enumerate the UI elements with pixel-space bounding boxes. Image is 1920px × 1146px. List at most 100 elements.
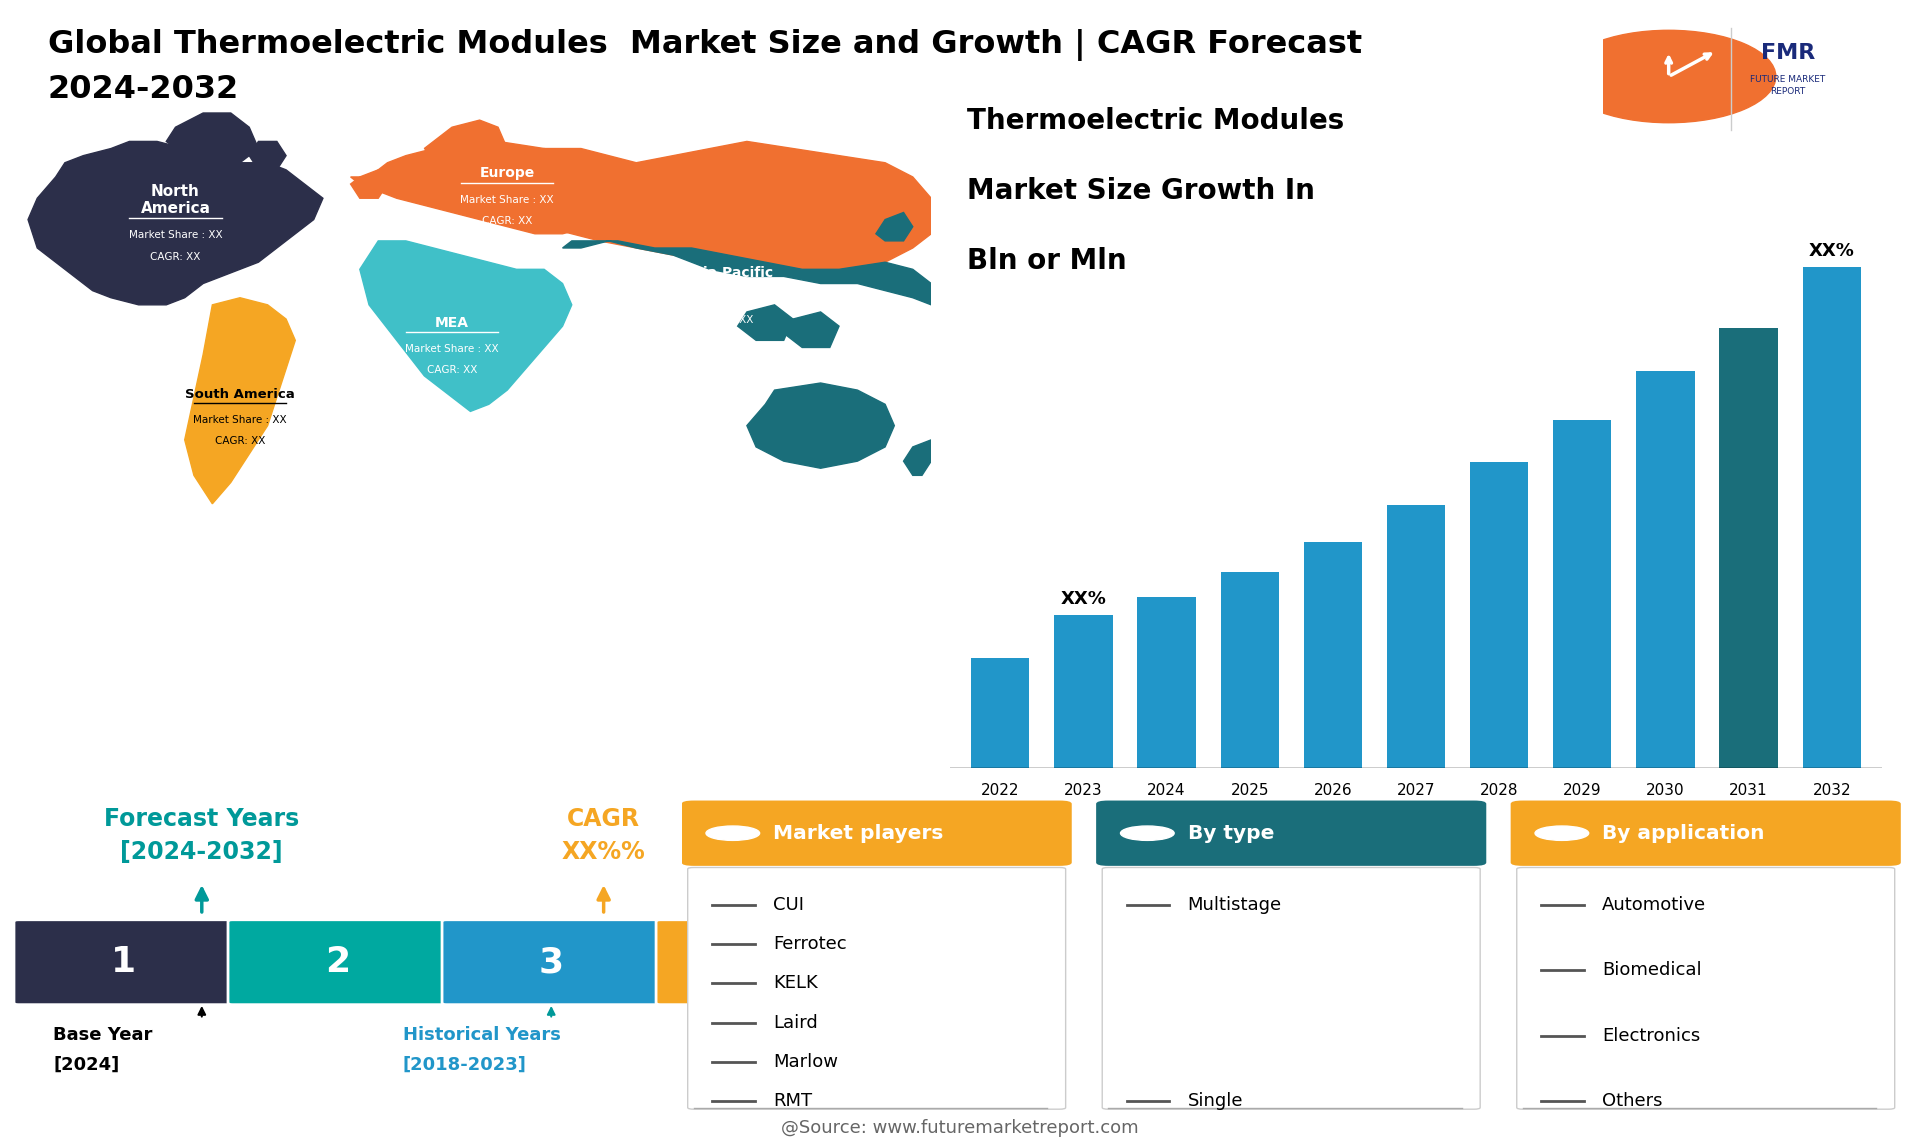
Text: 1: 1 (111, 945, 136, 979)
Text: 3: 3 (540, 945, 564, 979)
Circle shape (1121, 826, 1175, 840)
Text: Europe: Europe (480, 166, 536, 180)
Text: Marlow: Marlow (774, 1053, 837, 1070)
Text: 2023: 2023 (1064, 783, 1102, 798)
Text: 2025: 2025 (1231, 783, 1269, 798)
Text: 2032: 2032 (1812, 783, 1851, 798)
Polygon shape (783, 312, 839, 347)
FancyBboxPatch shape (682, 801, 1071, 866)
Polygon shape (747, 383, 895, 469)
Bar (1803, 267, 1860, 768)
FancyBboxPatch shape (687, 868, 1066, 1109)
Text: 2024-2032: 2024-2032 (48, 74, 240, 105)
Text: By application: By application (1601, 824, 1764, 842)
Text: Bln or Mln: Bln or Mln (968, 246, 1127, 275)
Circle shape (707, 826, 760, 840)
Text: Laird: Laird (774, 1013, 818, 1031)
Text: XX%: XX% (1809, 242, 1855, 260)
Text: 2031: 2031 (1730, 783, 1768, 798)
Text: Market Share : XX: Market Share : XX (129, 230, 223, 241)
Polygon shape (526, 141, 931, 276)
Polygon shape (359, 241, 572, 411)
Text: Base Year: Base Year (54, 1026, 154, 1044)
Text: RMT: RMT (774, 1092, 812, 1110)
FancyBboxPatch shape (657, 920, 874, 1005)
Text: Forecast Years: Forecast Years (104, 807, 300, 831)
Text: CAGR: XX: CAGR: XX (215, 437, 265, 446)
Polygon shape (167, 113, 259, 163)
Polygon shape (737, 305, 793, 340)
Text: XX%%: XX%% (563, 840, 645, 864)
Polygon shape (563, 241, 931, 305)
Text: South America: South America (184, 387, 296, 401)
FancyBboxPatch shape (13, 920, 232, 1005)
Text: Asia Pacific: Asia Pacific (684, 266, 774, 280)
Text: 2028: 2028 (1480, 783, 1519, 798)
Text: Others: Others (1601, 1092, 1663, 1110)
Polygon shape (29, 141, 323, 305)
Bar (1137, 597, 1196, 768)
Text: Biomedical: Biomedical (1601, 961, 1701, 980)
Text: Multistage: Multistage (1188, 896, 1283, 915)
Text: Global Thermoelectric Modules  Market Size and Growth | CAGR Forecast: Global Thermoelectric Modules Market Siz… (48, 29, 1361, 61)
Text: Market players: Market players (774, 824, 943, 842)
Text: XX%: XX% (1060, 590, 1106, 607)
Bar (1304, 542, 1361, 768)
Text: CUI: CUI (774, 896, 804, 915)
Text: KELK: KELK (774, 974, 818, 992)
Polygon shape (184, 298, 296, 504)
Text: 2024: 2024 (1148, 783, 1187, 798)
FancyBboxPatch shape (1597, 13, 1907, 146)
Bar (1553, 419, 1611, 768)
Text: FUTURE MARKET
REPORT: FUTURE MARKET REPORT (1751, 76, 1826, 96)
Text: Market Share : XX: Market Share : XX (194, 415, 286, 425)
Bar (1720, 328, 1778, 768)
Text: Electronics: Electronics (1601, 1027, 1701, 1045)
Text: CAGR: XX: CAGR: XX (150, 252, 202, 261)
Text: 2030: 2030 (1645, 783, 1684, 798)
Text: CAGR: XX: CAGR: XX (426, 366, 478, 375)
Text: @Source: www.futuremarketreport.com: @Source: www.futuremarketreport.com (781, 1118, 1139, 1137)
Polygon shape (250, 141, 286, 170)
Text: North
America: North America (140, 183, 211, 215)
Text: 4: 4 (753, 945, 778, 979)
Bar (972, 658, 1029, 768)
Text: Automotive: Automotive (1601, 896, 1707, 915)
FancyBboxPatch shape (1511, 801, 1901, 866)
Text: Ferrotec: Ferrotec (774, 935, 847, 953)
Circle shape (1561, 30, 1776, 123)
Text: Market Share : XX: Market Share : XX (682, 295, 776, 304)
Polygon shape (424, 120, 507, 170)
Bar (1054, 615, 1112, 768)
Text: Market Share : XX: Market Share : XX (461, 195, 555, 205)
Bar (1636, 371, 1695, 768)
Text: 2029: 2029 (1563, 783, 1601, 798)
Text: CAGR: CAGR (566, 807, 639, 831)
Text: 2022: 2022 (981, 783, 1020, 798)
Bar (1471, 463, 1528, 768)
Text: CAGR: XX: CAGR: XX (482, 215, 532, 226)
FancyBboxPatch shape (228, 920, 447, 1005)
Polygon shape (904, 440, 931, 476)
Polygon shape (876, 212, 912, 241)
Text: 2026: 2026 (1313, 783, 1352, 798)
Polygon shape (351, 170, 388, 198)
Text: [2024-2032]: [2024-2032] (121, 840, 282, 864)
FancyBboxPatch shape (1102, 868, 1480, 1109)
FancyBboxPatch shape (1517, 868, 1895, 1109)
Text: FMR: FMR (1761, 44, 1814, 63)
Text: 2027: 2027 (1396, 783, 1436, 798)
FancyBboxPatch shape (1096, 801, 1486, 866)
Text: Market Share : XX: Market Share : XX (405, 344, 499, 354)
Text: [2024]: [2024] (54, 1055, 119, 1074)
Text: MEA: MEA (436, 315, 468, 330)
FancyBboxPatch shape (442, 920, 660, 1005)
Text: 2: 2 (324, 945, 349, 979)
Text: By type: By type (1188, 824, 1275, 842)
Polygon shape (351, 141, 636, 234)
Text: Historical Years: Historical Years (403, 1026, 561, 1044)
Text: [2018-2023]: [2018-2023] (403, 1055, 526, 1074)
Text: Thermoelectric Modules: Thermoelectric Modules (968, 107, 1344, 135)
Circle shape (1536, 826, 1588, 840)
Bar (1386, 505, 1446, 768)
